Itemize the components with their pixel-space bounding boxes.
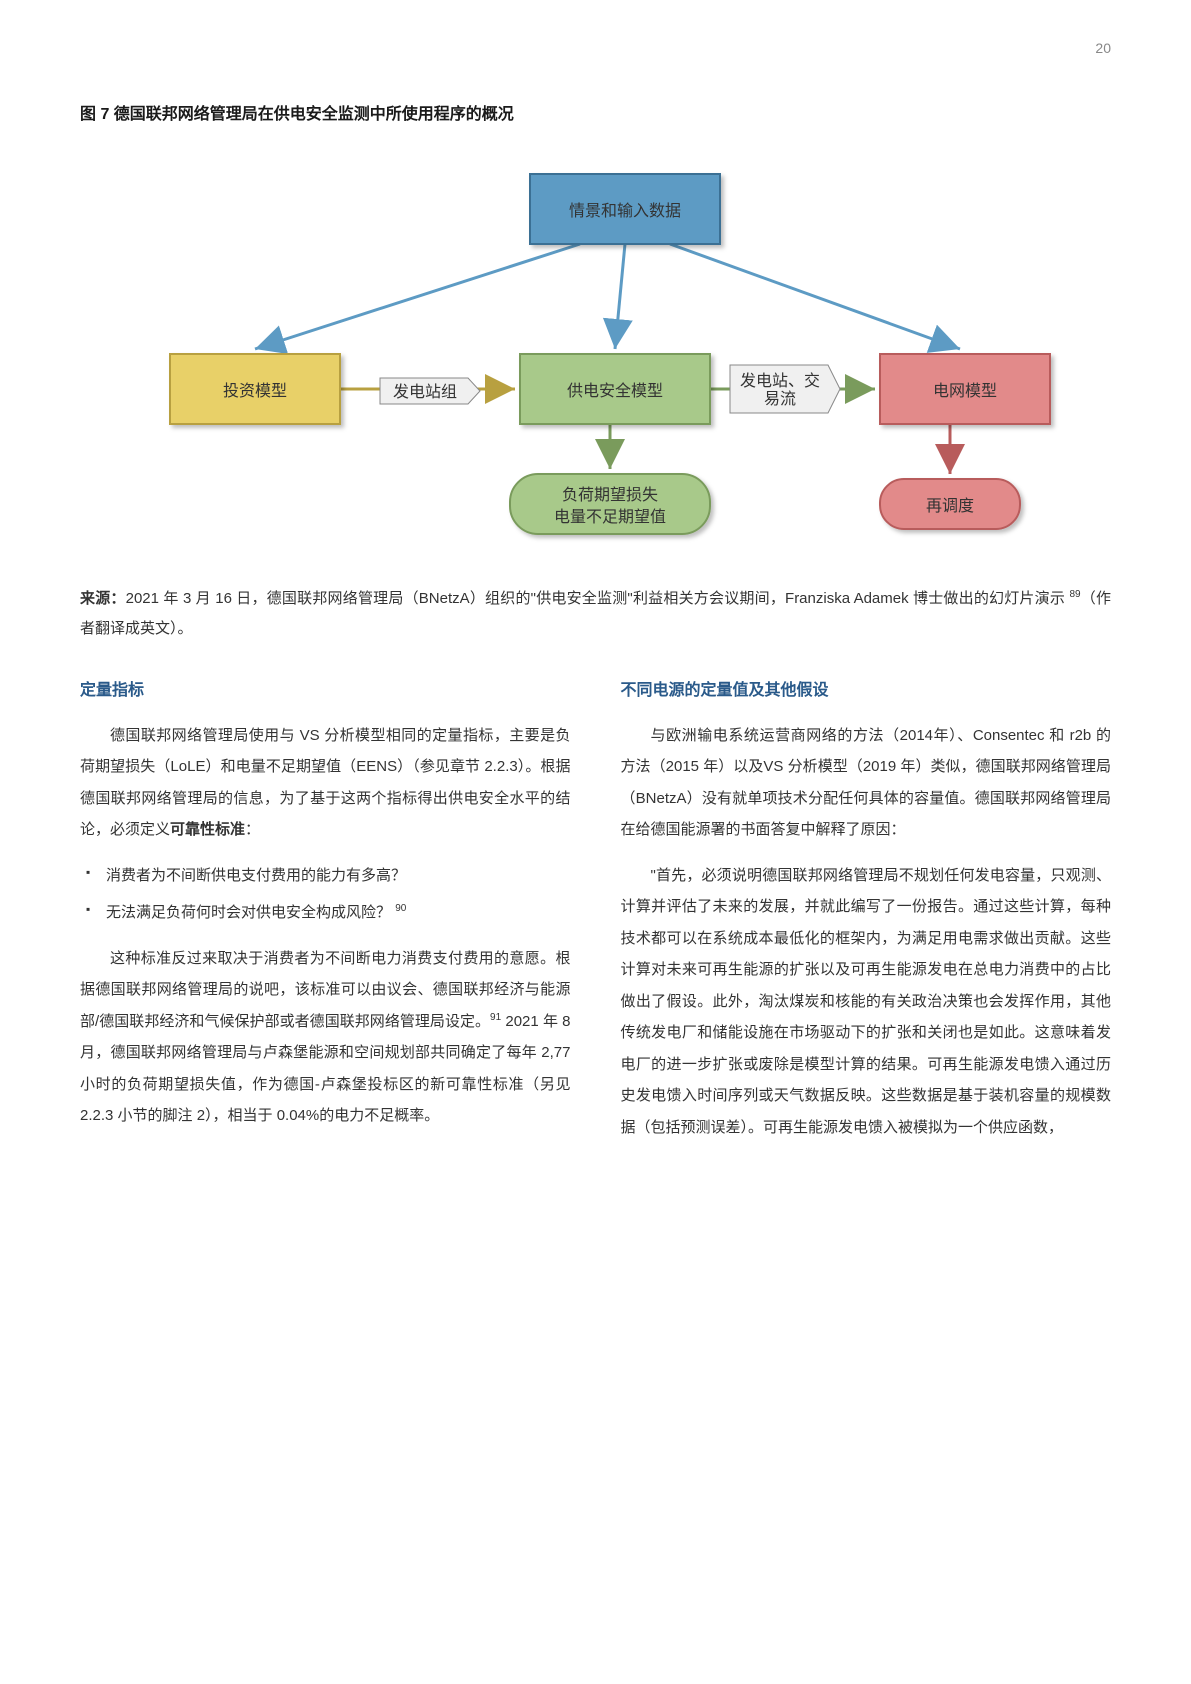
content-area: 图 7 德国联邦网络管理局在供电安全监测中所使用程序的概况 bbox=[0, 0, 1191, 1217]
flowchart-diagram: 情景和输入数据 投资模型 发电站组 供电安全模型 发电站、交 易流 电网模型 负… bbox=[80, 144, 1111, 564]
two-column-layout: 定量指标 德国联邦网络管理局使用与 VS 分析模型相同的定量指标，主要是负荷期望… bbox=[80, 674, 1111, 1157]
left-para1: 德国联邦网络管理局使用与 VS 分析模型相同的定量指标，主要是负荷期望损失（Lo… bbox=[80, 720, 571, 846]
source-text1: 2021 年 3 月 16 日，德国联邦网络管理局（BNetzA）组织的"供电安… bbox=[126, 590, 1070, 607]
node-security-label: 供电安全模型 bbox=[567, 382, 663, 400]
bullet-item: 消费者为不间断供电支付费用的能力有多高？ bbox=[86, 860, 571, 892]
source-label: 来源： bbox=[80, 590, 126, 607]
node-grid-label: 电网模型 bbox=[933, 382, 997, 400]
node-output-right-label: 再调度 bbox=[926, 497, 974, 515]
right-column: 不同电源的定量值及其他假设 与欧洲输电系统运营商网络的方法（2014年）、Con… bbox=[621, 674, 1112, 1157]
source-citation: 来源：2021 年 3 月 16 日，德国联邦网络管理局（BNetzA）组织的"… bbox=[80, 584, 1111, 644]
left-column: 定量指标 德国联邦网络管理局使用与 VS 分析模型相同的定量指标，主要是负荷期望… bbox=[80, 674, 571, 1157]
node-station-label1: 发电站、交 bbox=[740, 372, 820, 390]
left-heading: 定量指标 bbox=[80, 674, 571, 708]
flowchart-svg: 情景和输入数据 投资模型 发电站组 供电安全模型 发电站、交 易流 电网模型 负… bbox=[80, 144, 1111, 564]
right-para1: 与欧洲输电系统运营商网络的方法（2014年）、Consentec 和 r2b 的… bbox=[621, 720, 1112, 846]
node-genset-label: 发电站组 bbox=[393, 383, 457, 401]
page-number: 20 bbox=[1095, 40, 1111, 56]
bullet-item: 无法满足负荷何时会对供电安全构成风险？ 90 bbox=[86, 897, 571, 929]
left-para2: 这种标准反过来取决于消费者为不间断电力消费支付费用的意愿。根据德国联邦网络管理局… bbox=[80, 943, 571, 1132]
right-para2: "首先，必须说明德国联邦网络管理局不规划任何发电容量，只观测、计算并评估了未来的… bbox=[621, 860, 1112, 1144]
node-invest-label: 投资模型 bbox=[223, 382, 287, 400]
source-sup: 89 bbox=[1069, 589, 1080, 600]
node-output-left-l1: 负荷期望损失 bbox=[562, 486, 658, 504]
right-heading: 不同电源的定量值及其他假设 bbox=[621, 674, 1112, 708]
node-top-label: 情景和输入数据 bbox=[569, 202, 681, 220]
figure-title: 图 7 德国联邦网络管理局在供电安全监测中所使用程序的概况 bbox=[80, 100, 1111, 124]
node-station-label2: 易流 bbox=[764, 390, 796, 408]
bullet-list: 消费者为不间断供电支付费用的能力有多高？ 无法满足负荷何时会对供电安全构成风险？… bbox=[80, 860, 571, 929]
node-output-left-l2: 电量不足期望值 bbox=[554, 508, 666, 526]
